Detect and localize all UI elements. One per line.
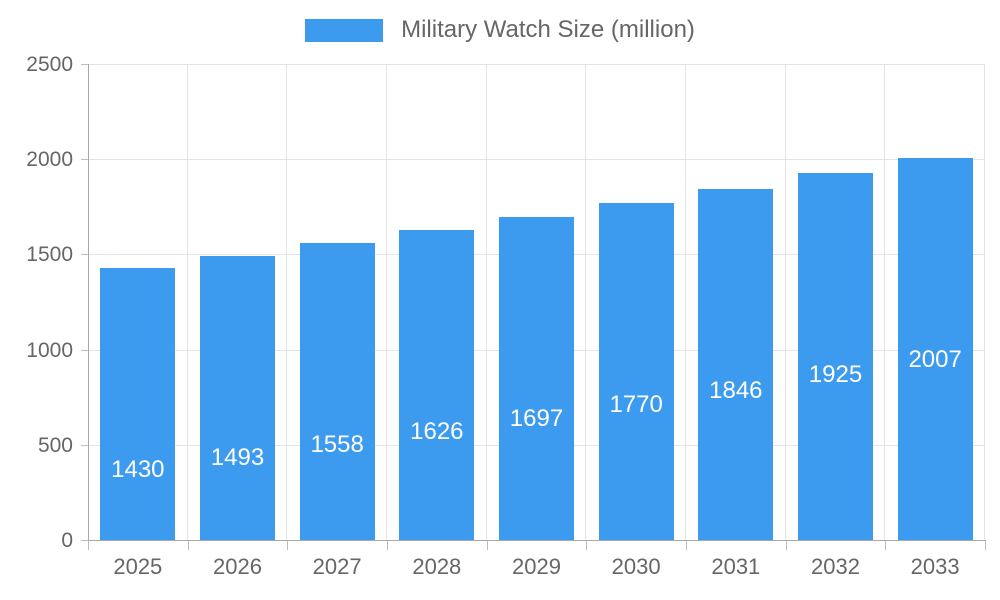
x-axis-tick-mark (287, 541, 289, 550)
bar[interactable] (698, 188, 774, 540)
gridline-vertical (386, 64, 387, 540)
bar[interactable] (897, 157, 973, 540)
gridline-horizontal (88, 64, 985, 65)
legend-item-label: Military Watch Size (million) (401, 16, 695, 43)
gridline-vertical (884, 64, 886, 540)
bar[interactable] (399, 230, 475, 540)
legend-color-swatch-icon (305, 18, 384, 42)
x-axis-tick-mark (885, 541, 887, 550)
x-axis-tick-mark (187, 541, 189, 550)
gridline-vertical (784, 64, 786, 540)
bar[interactable] (598, 203, 674, 540)
x-axis-tick-mark (486, 541, 488, 550)
y-axis-tick-label: 2000 (26, 148, 73, 172)
x-axis-tick-label: 2032 (811, 554, 860, 579)
legend-item-military-watch-size[interactable]: Military Watch Size (million) (305, 18, 695, 42)
x-axis-line (88, 540, 986, 541)
gridline-vertical (186, 64, 188, 540)
x-axis-tick-label: 2031 (711, 554, 761, 579)
y-axis-tick-label: 0 (61, 529, 73, 552)
x-axis-tick-label: 2030 (611, 554, 661, 579)
plot-area: 1430 1493 1558 1626 1697 1770 1846 1925 2007 (88, 64, 985, 541)
gridline-vertical (585, 64, 587, 540)
y-axis-tick-label: 1500 (26, 243, 73, 267)
x-axis-tick-label: 2029 (512, 554, 561, 579)
bar[interactable] (199, 255, 276, 540)
x-axis-tick-mark (387, 541, 388, 550)
x-axis-tick-mark (586, 541, 588, 550)
y-axis-tick-label: 1000 (26, 338, 73, 362)
x-axis-tick-label: 2028 (412, 554, 462, 579)
y-axis-tick-mark (81, 254, 88, 256)
x-axis-tick-mark (88, 541, 89, 550)
gridline-vertical (685, 64, 686, 540)
chart-legend: Military Watch Size (million) (0, 10, 1000, 50)
bar[interactable] (498, 216, 575, 540)
y-axis-tick-label: 500 (37, 433, 73, 457)
y-axis-tick-mark (81, 444, 88, 446)
bar[interactable] (100, 267, 176, 540)
gridline-vertical (485, 64, 487, 540)
bar[interactable] (299, 243, 375, 540)
y-axis-tick-mark (81, 540, 88, 541)
x-axis-tick-mark (785, 541, 787, 550)
x-axis-tick-mark (686, 541, 687, 550)
x-axis-tick-mark (985, 541, 986, 550)
gridline-horizontal (88, 159, 985, 161)
y-axis-tick-label: 2500 (26, 53, 73, 76)
x-axis-tick-label: 2025 (113, 554, 163, 579)
gridline-vertical (286, 64, 288, 540)
bar[interactable] (797, 173, 874, 540)
y-axis-tick-mark (81, 64, 88, 65)
y-axis-line (88, 64, 89, 541)
x-axis-tick-label: 2033 (910, 554, 960, 579)
x-axis-tick-label: 2027 (312, 554, 362, 579)
y-axis-tick-mark (81, 159, 88, 161)
x-axis-tick-label: 2026 (213, 554, 262, 579)
gridline-vertical (984, 64, 985, 540)
y-axis-tick-mark (81, 349, 88, 351)
